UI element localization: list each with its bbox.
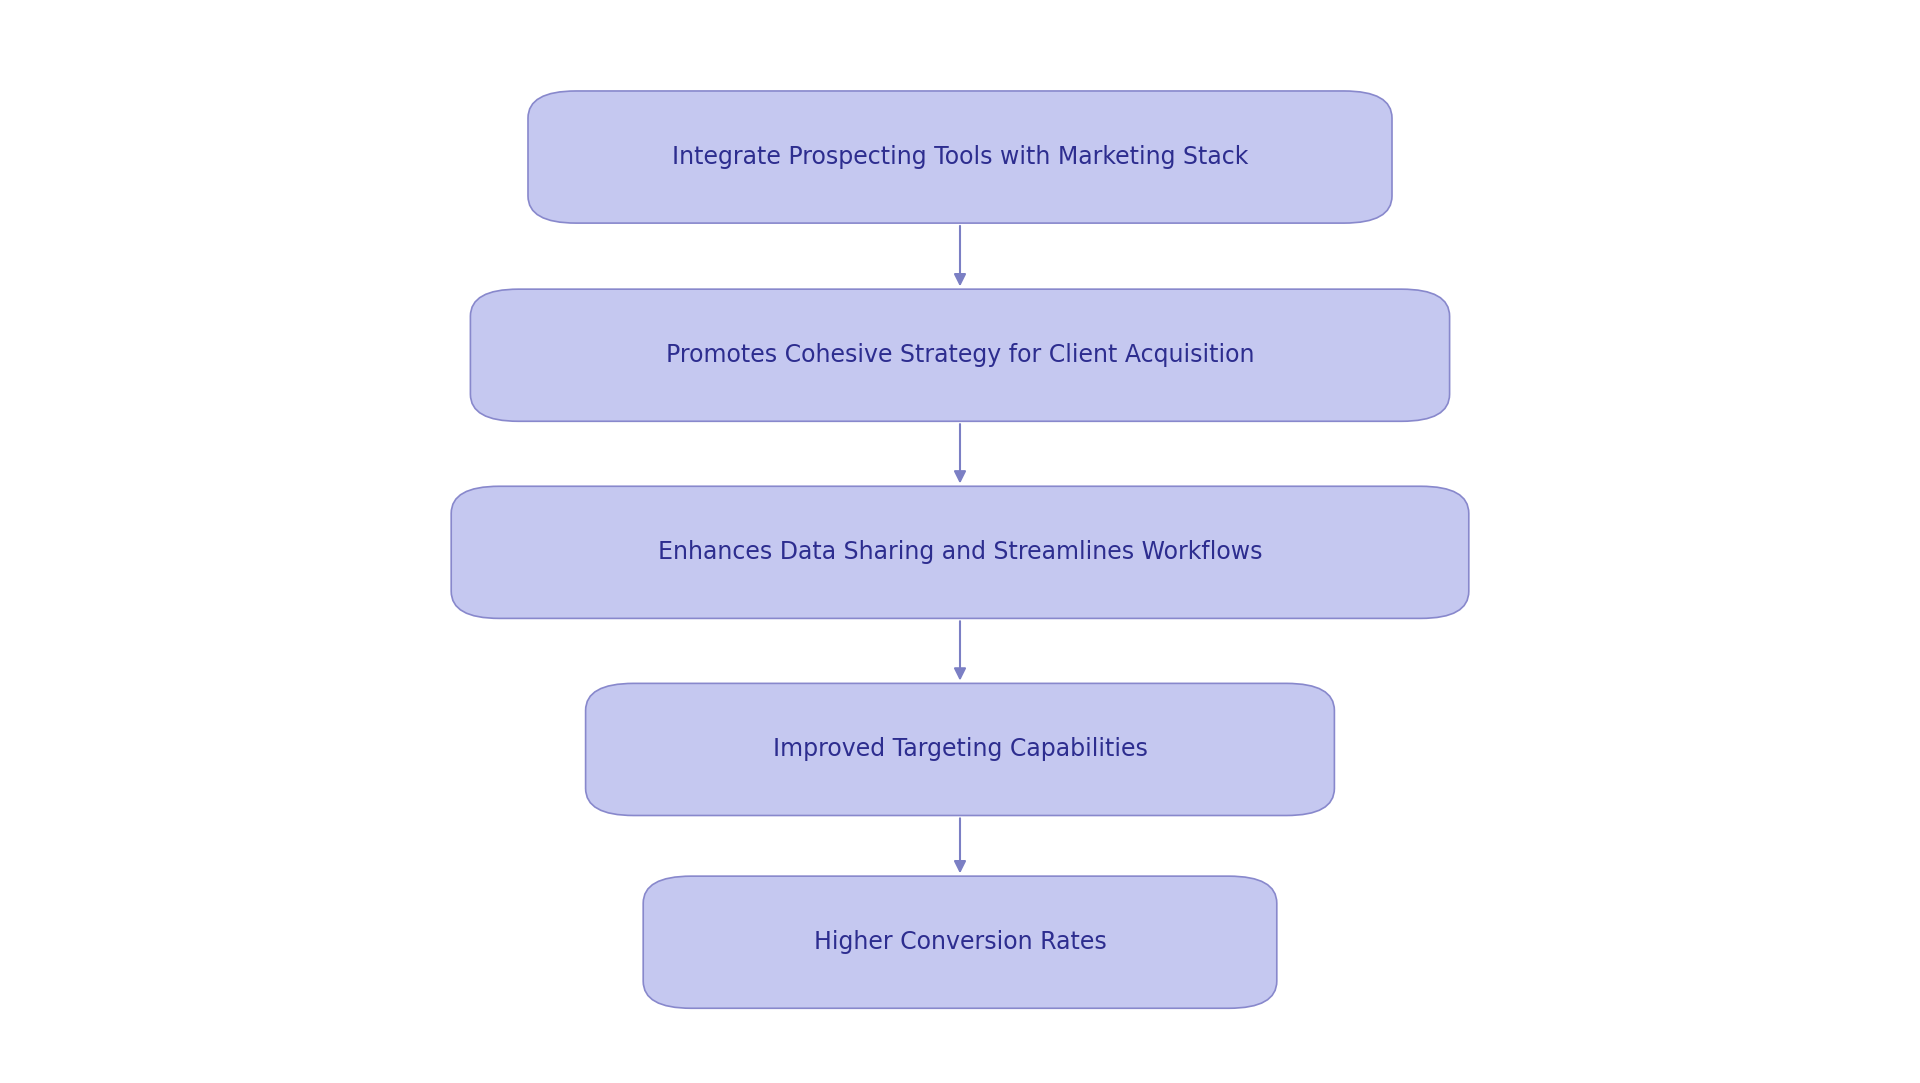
FancyBboxPatch shape [470, 289, 1450, 421]
FancyBboxPatch shape [451, 486, 1469, 618]
Text: Improved Targeting Capabilities: Improved Targeting Capabilities [772, 738, 1148, 761]
Text: Enhances Data Sharing and Streamlines Workflows: Enhances Data Sharing and Streamlines Wo… [659, 540, 1261, 564]
Text: Integrate Prospecting Tools with Marketing Stack: Integrate Prospecting Tools with Marketi… [672, 145, 1248, 169]
FancyBboxPatch shape [528, 91, 1392, 223]
FancyBboxPatch shape [586, 683, 1334, 815]
FancyBboxPatch shape [643, 876, 1277, 1008]
Text: Promotes Cohesive Strategy for Client Acquisition: Promotes Cohesive Strategy for Client Ac… [666, 343, 1254, 367]
Text: Higher Conversion Rates: Higher Conversion Rates [814, 930, 1106, 954]
